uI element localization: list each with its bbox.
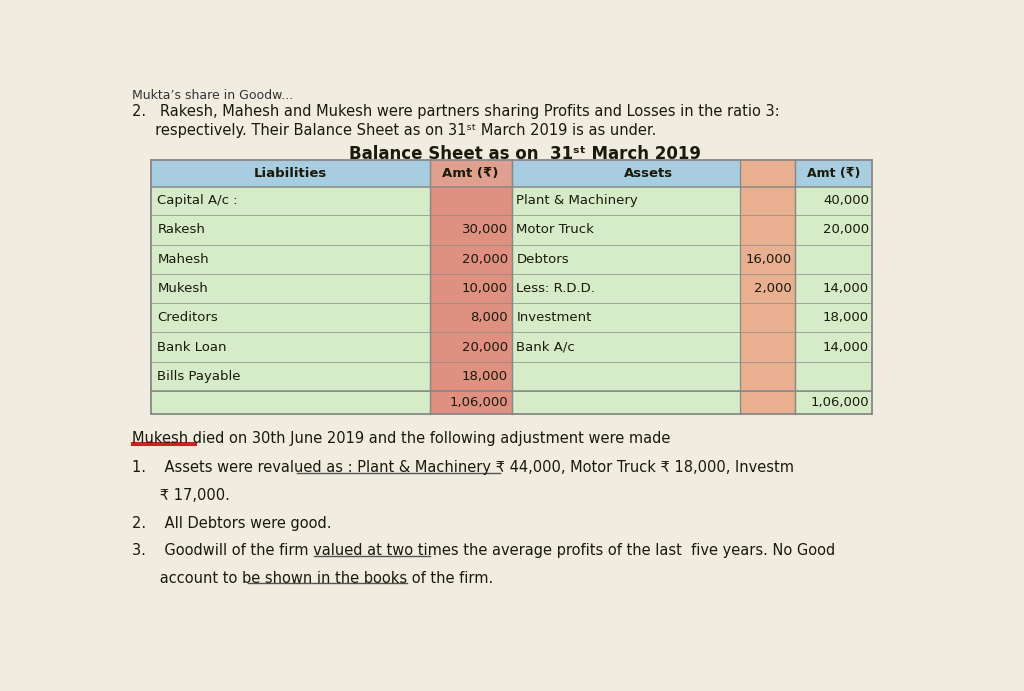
Bar <box>152 391 430 414</box>
Text: 20,000: 20,000 <box>822 223 869 236</box>
Text: account to be shown in the books of the firm.: account to be shown in the books of the … <box>132 571 494 586</box>
Bar <box>512 187 740 216</box>
Text: Bank Loan: Bank Loan <box>158 341 227 354</box>
Bar <box>740 274 795 303</box>
Text: ₹ 17,000.: ₹ 17,000. <box>132 488 229 503</box>
Text: respectively. Their Balance Sheet as on 31ˢᵗ March 2019 is as under.: respectively. Their Balance Sheet as on … <box>132 123 656 138</box>
Bar <box>740 391 795 414</box>
Text: 20,000: 20,000 <box>462 253 508 266</box>
Text: 3.    Goodwill of the firm valued at two times the average profits of the last  : 3. Goodwill of the firm valued at two ti… <box>132 543 836 558</box>
Text: 30,000: 30,000 <box>462 223 508 236</box>
Text: Amt (₹): Amt (₹) <box>442 167 499 180</box>
Bar <box>795 216 872 245</box>
Text: Amt (₹): Amt (₹) <box>807 167 860 180</box>
Bar <box>740 361 795 391</box>
Bar <box>512 332 740 361</box>
Text: 1.    Assets were revalued as : Plant & Machinery ₹ 44,000, Motor Truck ₹ 18,000: 1. Assets were revalued as : Plant & Mac… <box>132 460 794 475</box>
Text: 2.    All Debtors were good.: 2. All Debtors were good. <box>132 515 332 531</box>
Bar <box>795 160 872 187</box>
Text: 8,000: 8,000 <box>470 311 508 324</box>
Text: Debtors: Debtors <box>516 253 569 266</box>
Text: Balance Sheet as on  31ˢᵗ March 2019: Balance Sheet as on 31ˢᵗ March 2019 <box>349 144 700 162</box>
Bar <box>795 187 872 216</box>
Bar <box>795 332 872 361</box>
Text: 18,000: 18,000 <box>822 311 869 324</box>
Text: Motor Truck: Motor Truck <box>516 223 594 236</box>
Text: 1,06,000: 1,06,000 <box>810 396 869 409</box>
Bar <box>152 160 430 187</box>
Bar <box>512 391 740 414</box>
Bar <box>512 303 740 332</box>
Bar <box>430 332 512 361</box>
Bar <box>152 216 430 245</box>
Text: Mukesh: Mukesh <box>158 282 208 295</box>
Text: 20,000: 20,000 <box>462 341 508 354</box>
Text: Investment: Investment <box>516 311 592 324</box>
Bar <box>152 245 430 274</box>
Text: Mukesh died on 30th June 2019 and the following adjustment were made: Mukesh died on 30th June 2019 and the fo… <box>132 431 671 446</box>
Bar <box>795 391 872 414</box>
Text: 14,000: 14,000 <box>822 282 869 295</box>
Bar <box>795 361 872 391</box>
Text: Mukta’s share in Goodw...: Mukta’s share in Goodw... <box>132 89 293 102</box>
Bar <box>740 245 795 274</box>
Text: 2,000: 2,000 <box>754 282 792 295</box>
Bar <box>430 216 512 245</box>
Bar <box>430 160 512 187</box>
Text: Creditors: Creditors <box>158 311 218 324</box>
Text: 14,000: 14,000 <box>822 341 869 354</box>
Bar <box>512 216 740 245</box>
Bar <box>430 187 512 216</box>
Text: Less: R.D.D.: Less: R.D.D. <box>516 282 595 295</box>
Text: 40,000: 40,000 <box>823 194 869 207</box>
Bar <box>795 245 872 274</box>
Text: Bank A/c: Bank A/c <box>516 341 575 354</box>
Text: 1,06,000: 1,06,000 <box>450 396 508 409</box>
Text: 16,000: 16,000 <box>745 253 792 266</box>
Bar <box>512 274 740 303</box>
Bar <box>430 361 512 391</box>
Bar <box>795 274 872 303</box>
Bar <box>740 303 795 332</box>
Bar <box>795 303 872 332</box>
Text: Bills Payable: Bills Payable <box>158 370 241 383</box>
Text: 18,000: 18,000 <box>462 370 508 383</box>
Bar <box>430 245 512 274</box>
Bar <box>152 274 430 303</box>
Text: Liabilities: Liabilities <box>254 167 328 180</box>
Bar <box>430 391 512 414</box>
Bar <box>512 245 740 274</box>
Bar <box>152 303 430 332</box>
Text: Mahesh: Mahesh <box>158 253 209 266</box>
Bar <box>740 216 795 245</box>
Bar <box>152 187 430 216</box>
Bar <box>152 332 430 361</box>
Bar <box>740 187 795 216</box>
Bar <box>740 332 795 361</box>
Bar <box>512 361 740 391</box>
Text: Assets: Assets <box>625 167 674 180</box>
Text: Capital A/c :: Capital A/c : <box>158 194 238 207</box>
Text: 2.   Rakesh, Mahesh and Mukesh were partners sharing Profits and Losses in the r: 2. Rakesh, Mahesh and Mukesh were partne… <box>132 104 779 120</box>
Text: 10,000: 10,000 <box>462 282 508 295</box>
Text: Rakesh: Rakesh <box>158 223 206 236</box>
Bar <box>430 303 512 332</box>
Bar <box>512 160 740 187</box>
Bar <box>152 361 430 391</box>
Bar <box>430 274 512 303</box>
Bar <box>740 160 795 187</box>
Text: Plant & Machinery: Plant & Machinery <box>516 194 638 207</box>
